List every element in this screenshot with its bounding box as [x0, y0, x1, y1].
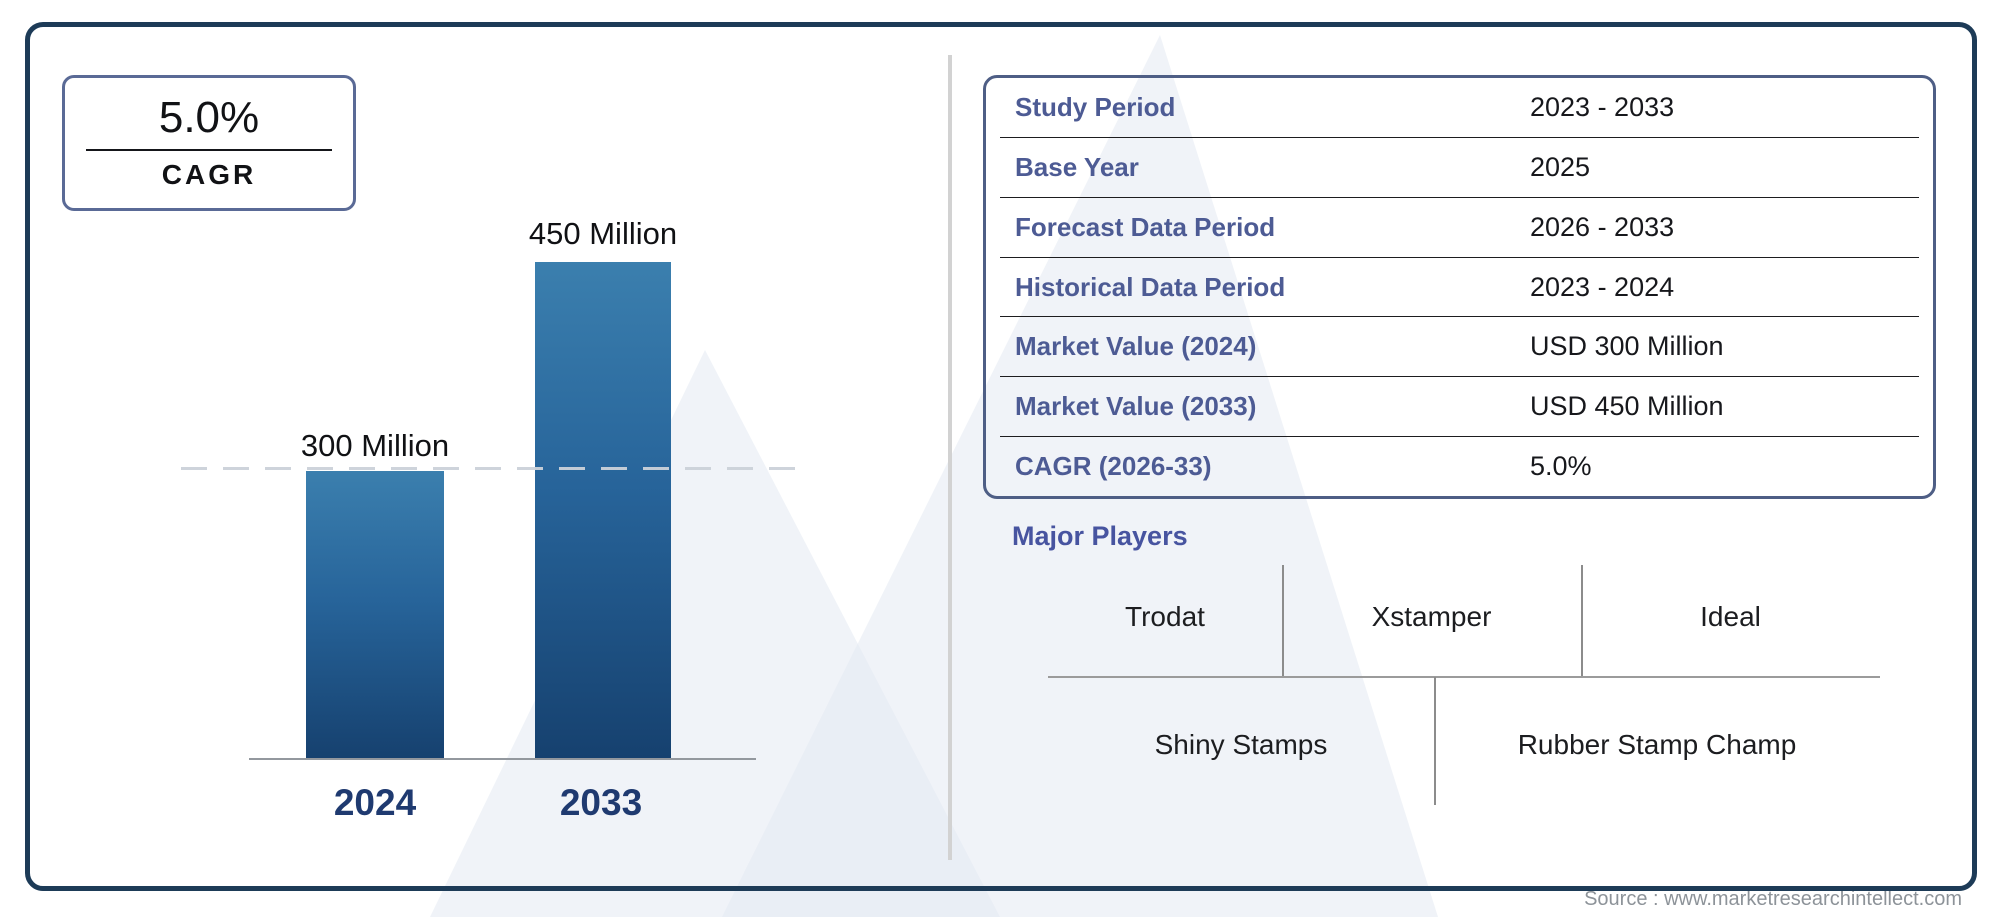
- table-row: Market Value (2024) USD 300 Million: [1000, 317, 1919, 378]
- bar-value-label-2033: 450 Million: [528, 216, 678, 251]
- table-row: CAGR (2026-33) 5.0%: [1000, 437, 1919, 496]
- row-value: 5.0%: [1530, 451, 1592, 482]
- bar-2024: [306, 471, 444, 758]
- player-shiny-stamps: Shiny Stamps: [1154, 729, 1328, 760]
- players-separator-vertical-2: [1581, 565, 1583, 677]
- player-xstamper: Xstamper: [1371, 601, 1492, 632]
- bar-2033: [535, 262, 671, 758]
- row-label: CAGR (2026-33): [1015, 451, 1212, 482]
- player-trodat: Trodat: [1125, 601, 1205, 632]
- cagr-callout-box: 5.0% CAGR: [62, 75, 356, 211]
- x-tick-2033: 2033: [559, 782, 643, 823]
- player-ideal: Ideal: [1700, 601, 1761, 632]
- player-rubber-stamp-champ: Rubber Stamp Champ: [1517, 729, 1797, 760]
- row-label: Forecast Data Period: [1015, 211, 1276, 242]
- major-players-heading: Major Players: [1012, 521, 1188, 551]
- row-value: 2025: [1530, 151, 1591, 182]
- row-value: 2026 - 2033: [1530, 211, 1675, 242]
- row-label: Study Period: [1015, 91, 1176, 122]
- row-value: 2023 - 2033: [1530, 91, 1675, 122]
- table-row: Base Year 2025: [1000, 138, 1919, 198]
- row-label: Base Year: [1015, 151, 1139, 182]
- players-separator-vertical-3: [1434, 677, 1436, 805]
- table-row: Study Period 2023 - 2033: [1000, 78, 1919, 138]
- players-separator-horizontal: [1048, 676, 1880, 678]
- players-separator-vertical-1: [1282, 565, 1284, 677]
- source-attribution: Source : www.marketresearchintellect.com: [1584, 888, 1962, 910]
- reference-dashed-line: [181, 467, 800, 470]
- bar-value-label-2024: 300 Million: [300, 428, 450, 463]
- study-info-table: Study Period 2023 - 2033 Base Year 2025 …: [983, 75, 1936, 499]
- row-label: Historical Data Period: [1015, 271, 1286, 302]
- table-row: Market Value (2033) USD 450 Million: [1000, 377, 1919, 438]
- x-tick-2024: 2024: [333, 782, 417, 823]
- row-label: Market Value (2033): [1015, 391, 1257, 422]
- row-value: 2023 - 2024: [1530, 271, 1675, 302]
- x-axis-line: [249, 758, 756, 760]
- row-label: Market Value (2024): [1015, 331, 1257, 362]
- cagr-divider-line: [86, 148, 332, 151]
- cagr-value: 5.0%: [158, 92, 260, 142]
- table-row: Forecast Data Period 2026 - 2033: [1000, 198, 1919, 258]
- cagr-label: CAGR: [161, 158, 257, 190]
- table-row: Historical Data Period 2023 - 2024: [1000, 258, 1919, 318]
- row-value: USD 300 Million: [1530, 331, 1724, 362]
- row-value: USD 450 Million: [1530, 391, 1724, 422]
- panel-divider: [948, 55, 952, 860]
